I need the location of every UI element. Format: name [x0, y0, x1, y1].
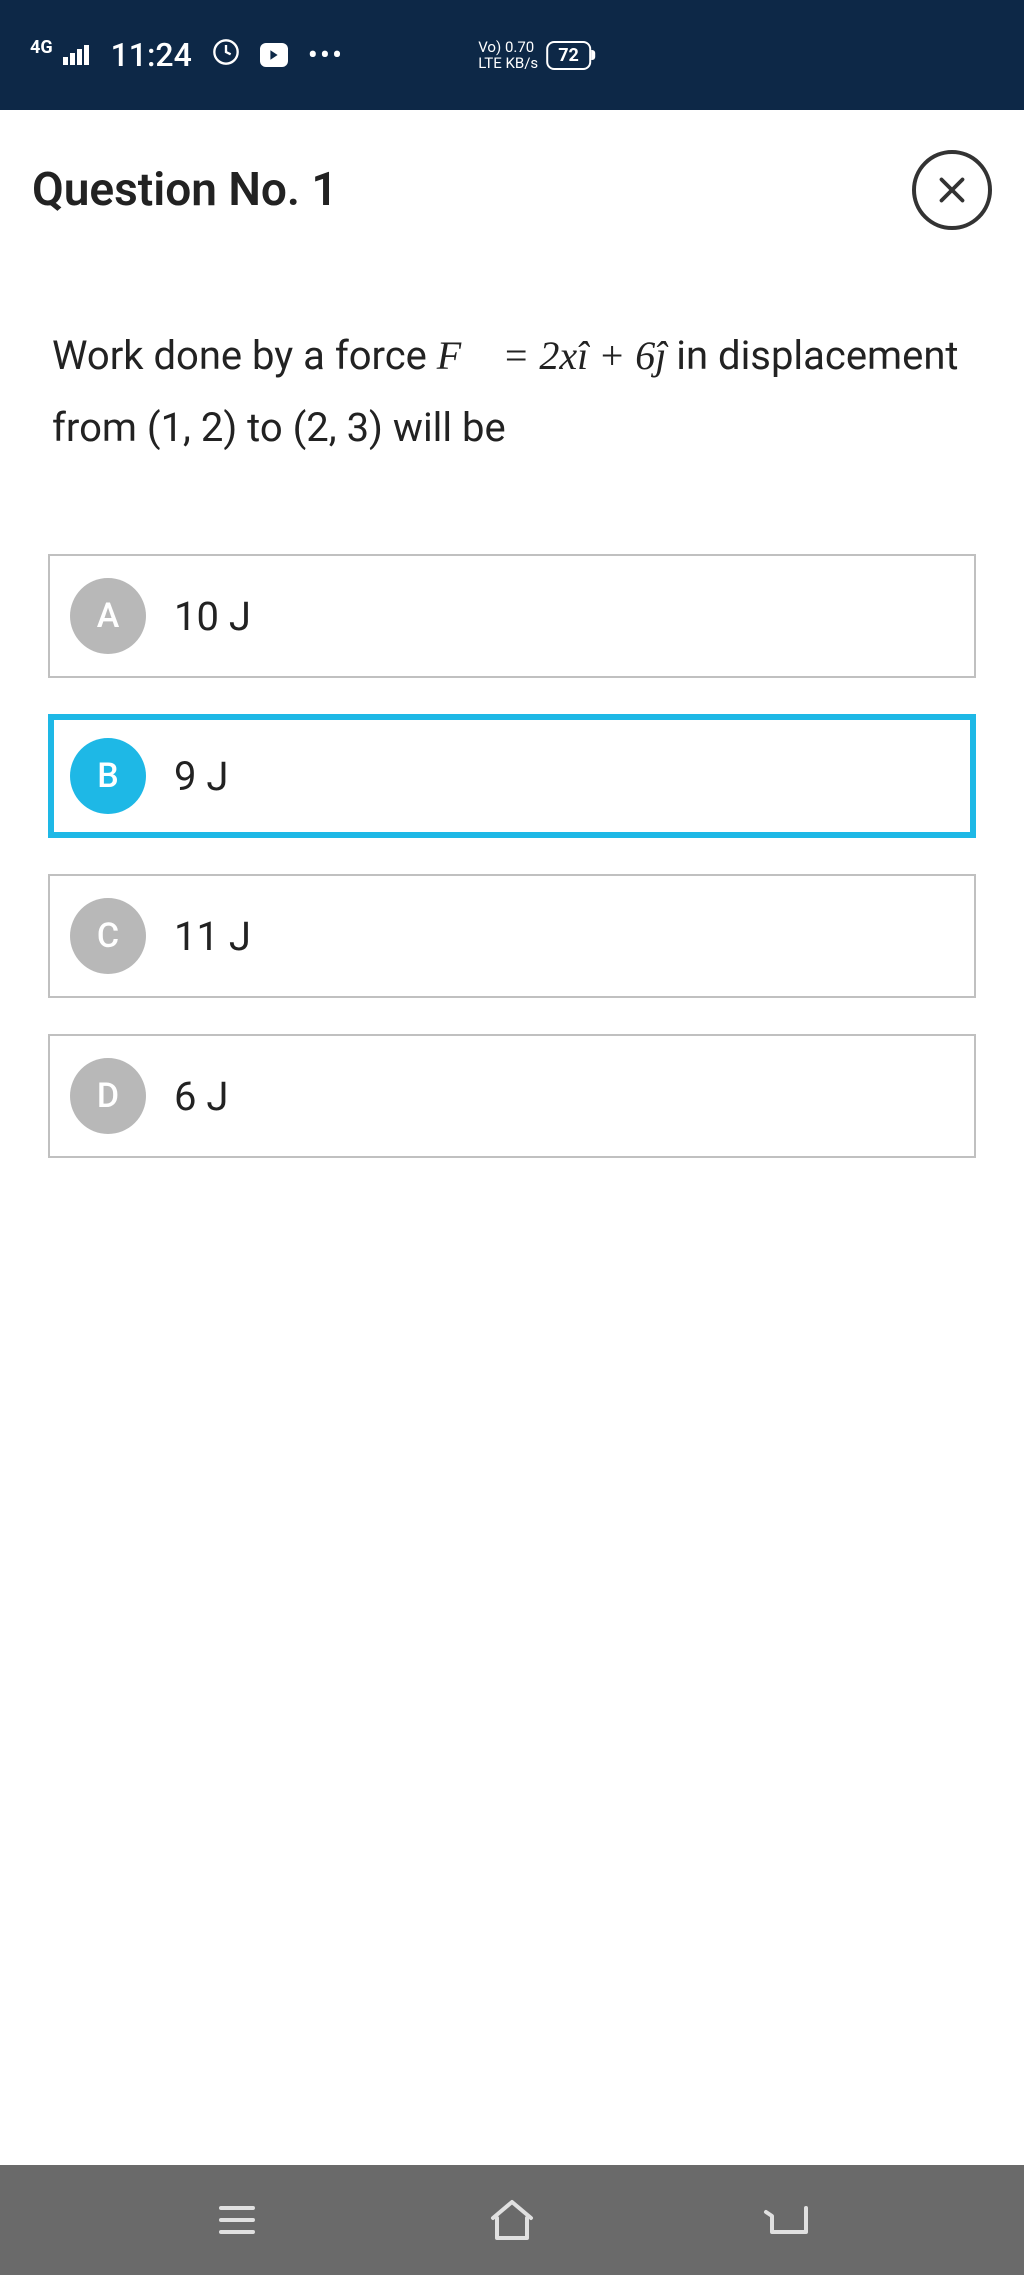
network-type-label: 4G: [30, 37, 53, 58]
whatsapp-icon: [212, 38, 240, 73]
question-header: Question No. 1: [32, 150, 992, 230]
menu-icon: [215, 2202, 259, 2238]
signal-bars-icon: [63, 45, 89, 65]
close-button[interactable]: [912, 150, 992, 230]
option-d[interactable]: D 6 J: [48, 1034, 976, 1158]
more-icon: •••: [308, 38, 344, 73]
status-bar: 4G 11:24 ••• Vo) 0.70 LTE KB/s 72: [0, 0, 1024, 110]
home-icon: [487, 2198, 537, 2242]
back-icon: [762, 2200, 812, 2240]
option-text-label: 9 J: [174, 753, 228, 800]
close-icon: [934, 172, 970, 208]
network-speed: Vo) 0.70 LTE KB/s: [478, 39, 538, 72]
status-left: 4G 11:24 •••: [30, 36, 344, 74]
question-number-title: Question No. 1: [32, 163, 338, 217]
battery-indicator: 72: [546, 41, 591, 70]
question-formula: F⃗ = 2xî + 6ĵ: [437, 333, 667, 378]
option-text-label: 11 J: [174, 913, 251, 960]
option-letter-badge: C: [70, 898, 146, 974]
option-b[interactable]: B 9 J: [48, 714, 976, 838]
question-text: Work done by a force F⃗ = 2xî + 6ĵ in di…: [32, 320, 992, 464]
option-c[interactable]: C 11 J: [48, 874, 976, 998]
clock-time: 11:24: [111, 36, 192, 74]
option-a[interactable]: A 10 J: [48, 554, 976, 678]
option-text-label: 6 J: [174, 1073, 228, 1120]
option-text-label: 10 J: [174, 593, 251, 640]
recent-apps-button[interactable]: [207, 2190, 267, 2250]
back-button[interactable]: [757, 2190, 817, 2250]
android-nav-bar: [0, 2165, 1024, 2275]
option-letter-badge: D: [70, 1058, 146, 1134]
youtube-icon: [260, 43, 288, 67]
option-letter-badge: A: [70, 578, 146, 654]
status-center: Vo) 0.70 LTE KB/s 72: [478, 39, 591, 72]
home-button[interactable]: [482, 2190, 542, 2250]
option-letter-badge: B: [70, 738, 146, 814]
options-list: A 10 J B 9 J C 11 J D 6 J: [32, 554, 992, 1158]
main-content: Question No. 1 Work done by a force F⃗ =…: [0, 110, 1024, 2165]
question-prefix: Work done by a force: [52, 332, 437, 379]
